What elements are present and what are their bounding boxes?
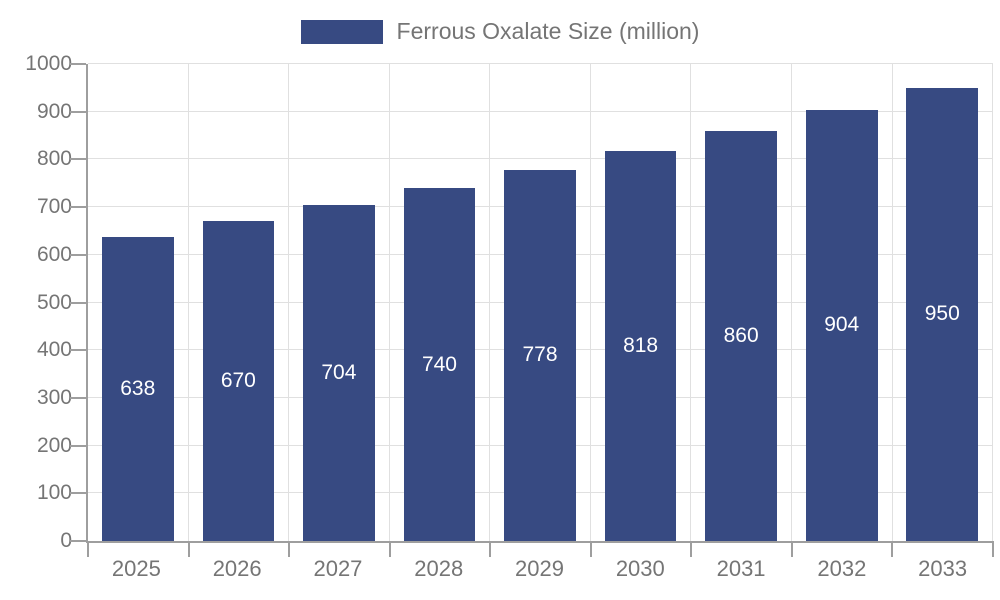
bar-slot-2029: 778 xyxy=(490,64,591,541)
bar-slot-2033: 950 xyxy=(893,64,994,541)
x-axis-tick xyxy=(790,541,793,557)
gridline xyxy=(88,110,993,112)
chart-legend[interactable]: Ferrous Oxalate Size (million) xyxy=(0,18,1000,45)
y-axis-tick xyxy=(70,63,86,65)
x-axis-tick xyxy=(992,541,994,557)
bar-slot-2027: 704 xyxy=(289,64,390,541)
y-axis-tick-label: 900 xyxy=(36,99,72,123)
y-axis-tick xyxy=(70,349,86,352)
x-axis-tick xyxy=(690,541,693,557)
bar-slot-2031: 860 xyxy=(691,64,792,541)
y-axis-tick-label: 600 xyxy=(36,242,72,266)
x-axis-label-2032: 2032 xyxy=(817,556,867,581)
bar-2027[interactable]: 704 xyxy=(303,205,375,541)
bar-value-label: 778 xyxy=(522,343,558,367)
bar-2025[interactable]: 638 xyxy=(101,236,174,541)
legend-label: Ferrous Oxalate Size (million) xyxy=(396,18,700,44)
y-axis-tick xyxy=(70,206,86,209)
y-axis-tick xyxy=(70,540,86,542)
y-axis-tick-label: 1000 xyxy=(25,52,72,75)
gridline xyxy=(88,63,993,64)
y-axis-tick xyxy=(70,253,86,256)
x-axis-label-2031: 2031 xyxy=(716,556,766,581)
bar-slot-2028: 740 xyxy=(390,64,491,541)
y-axis-labels: 0 100 200 300 400 500 600 700 800 900 1000 xyxy=(0,52,72,552)
x-axis-label-2033: 2033 xyxy=(918,556,968,581)
y-axis-tick-label: 100 xyxy=(36,481,72,505)
x-axis-label-2025: 2025 xyxy=(111,556,161,581)
bar-2033[interactable]: 950 xyxy=(906,87,979,541)
bar-value-label: 638 xyxy=(120,376,156,400)
x-axis-label-2028: 2028 xyxy=(414,556,464,581)
bar-value-label: 670 xyxy=(220,369,256,393)
x-axis-tick xyxy=(87,541,89,557)
bar-slots: 638 670 704 740 778 818 860 904 950 xyxy=(88,64,994,541)
x-axis-label-2030: 2030 xyxy=(615,556,665,581)
y-axis-tick-label: 700 xyxy=(36,195,72,219)
bar-value-label: 704 xyxy=(321,361,357,385)
plot-area: 638 670 704 740 778 818 860 904 950 xyxy=(70,63,994,557)
x-axis-label-2029: 2029 xyxy=(515,556,564,581)
bar-value-label: 950 xyxy=(924,302,960,326)
bar-value-label: 904 xyxy=(824,313,860,337)
bar-value-label: 818 xyxy=(623,333,659,357)
y-axis-tick xyxy=(70,301,86,304)
y-axis-tick xyxy=(70,444,86,447)
x-axis-tick xyxy=(589,541,592,557)
y-axis-tick xyxy=(70,492,86,495)
bar-2026[interactable]: 670 xyxy=(202,221,275,541)
bar-2032[interactable]: 904 xyxy=(805,109,878,541)
x-axis-tick xyxy=(891,541,894,557)
x-axis-label-2027: 2027 xyxy=(313,556,363,581)
bar-slot-2032: 904 xyxy=(792,64,893,541)
y-axis-tick xyxy=(70,110,86,113)
x-axis-tick xyxy=(489,541,492,557)
bar-slot-2025: 638 xyxy=(88,64,189,541)
y-axis-tick-label: 400 xyxy=(36,338,72,362)
bar-slot-2030: 818 xyxy=(591,64,692,541)
x-axis-tick xyxy=(288,541,291,557)
bar-2028[interactable]: 740 xyxy=(403,188,476,541)
legend-swatch-icon xyxy=(300,19,383,44)
bar-2029[interactable]: 778 xyxy=(504,169,576,541)
x-axis-tick xyxy=(388,541,391,557)
y-axis-tick-label: 300 xyxy=(36,385,72,409)
y-axis-tick xyxy=(70,158,86,161)
y-axis-tick xyxy=(70,396,86,399)
bar-slot-2026: 670 xyxy=(189,64,290,541)
x-axis-label-2026: 2026 xyxy=(212,556,262,581)
x-axis-tick xyxy=(187,541,190,557)
bar-2030[interactable]: 818 xyxy=(604,150,677,541)
x-axis-labels: 2025 2026 2027 2028 2029 2030 2031 2032 2033 xyxy=(86,556,993,582)
y-axis-tick-label: 500 xyxy=(36,290,72,314)
bar-value-label: 740 xyxy=(421,352,457,376)
y-axis-tick-label: 200 xyxy=(36,433,72,457)
bar-2031[interactable]: 860 xyxy=(705,130,777,541)
bar-value-label: 860 xyxy=(723,323,759,347)
gridline xyxy=(88,158,993,160)
y-axis-tick-label: 0 xyxy=(60,529,72,552)
y-axis-tick-label: 800 xyxy=(36,147,72,171)
